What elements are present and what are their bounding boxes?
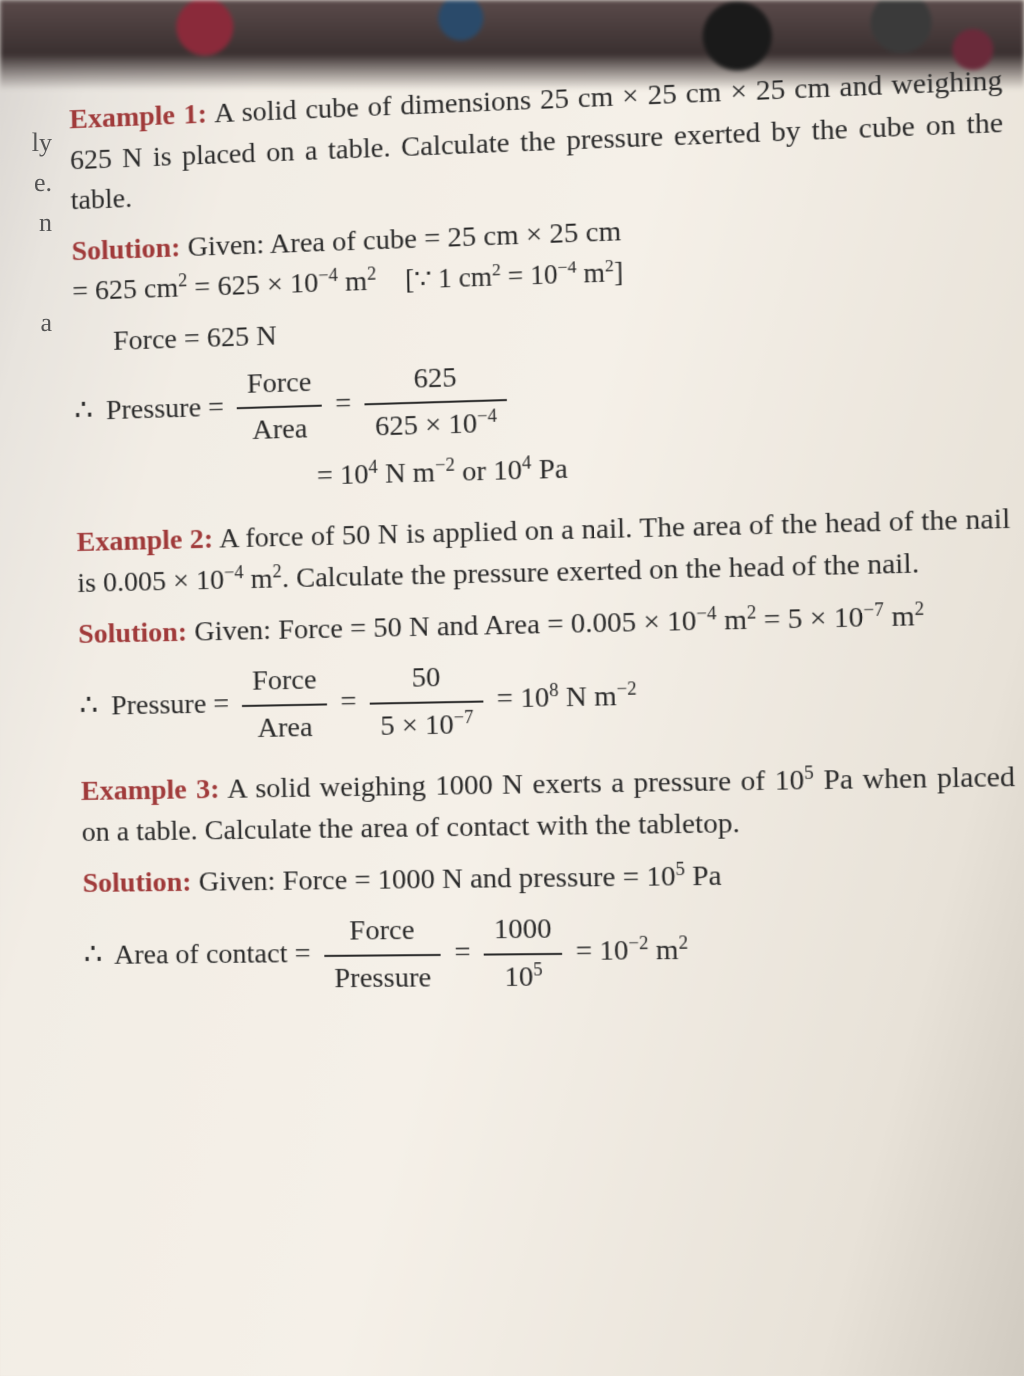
solution-title: Solution: <box>82 866 192 898</box>
sup: 2 <box>178 270 187 290</box>
fraction: Force Area <box>242 660 328 749</box>
given-text: = 625 × 10 <box>187 268 318 304</box>
margin-text: n <box>39 200 52 247</box>
therefore-symbol: ∴ <box>84 939 103 971</box>
fraction: 1000 105 <box>483 909 563 998</box>
pressure-label: Pressure = <box>111 688 230 721</box>
example-title: Example 2: <box>76 524 213 558</box>
therefore-symbol: ∴ <box>79 690 98 722</box>
left-margin-fragments: ly e. n a <box>0 0 60 1376</box>
example-3-problem: Example 3: A solid weighing 1000 N exert… <box>81 757 1016 853</box>
therefore-symbol: ∴ <box>74 394 93 427</box>
given-text: Given: Force = 1000 N and pressure = 10 <box>198 860 675 897</box>
area-equation: ∴ Area of contact = Force Pressure = 100… <box>83 904 1019 1001</box>
example-title: Example 3: <box>81 774 220 807</box>
fraction: 50 5 × 10−7 <box>369 657 484 747</box>
sup: 2 <box>367 263 377 284</box>
sup: −4 <box>318 265 338 286</box>
given-text: Given: Area of cube = 25 cm × 25 cm <box>187 216 621 263</box>
pressure-equation: ∴ Pressure = Force Area = 50 5 × 10−7 = … <box>79 646 1014 752</box>
pressure-label: Pressure = <box>106 391 225 426</box>
example-3-solution: Solution: Given: Force = 1000 N and pres… <box>82 852 1017 904</box>
example-title: Example 1: <box>69 99 207 136</box>
given-text: m <box>338 266 368 298</box>
given-text: = 625 cm <box>72 273 179 308</box>
fraction: 625 625 × 10−4 <box>364 356 508 449</box>
fraction: Force Area <box>236 362 322 452</box>
fraction: Force Pressure <box>323 910 442 999</box>
given-text: Given: Force = 50 N and Area = 0.005 × 1… <box>194 605 697 647</box>
area-label: Area of contact = <box>114 938 311 971</box>
example-2-solution: Solution: Given: Force = 50 N and Area =… <box>78 594 1012 655</box>
problem-text: A solid weighing 1000 N exerts a pressur… <box>227 765 805 805</box>
margin-text: a <box>40 300 52 347</box>
unit-note: [∵ 1 cm2 = 10−4 m2] <box>405 257 624 295</box>
solution-title: Solution: <box>71 232 180 267</box>
solution-title: Solution: <box>78 616 188 649</box>
textbook-page: Example 1: A solid cube of dimensions 25… <box>69 61 1024 1374</box>
